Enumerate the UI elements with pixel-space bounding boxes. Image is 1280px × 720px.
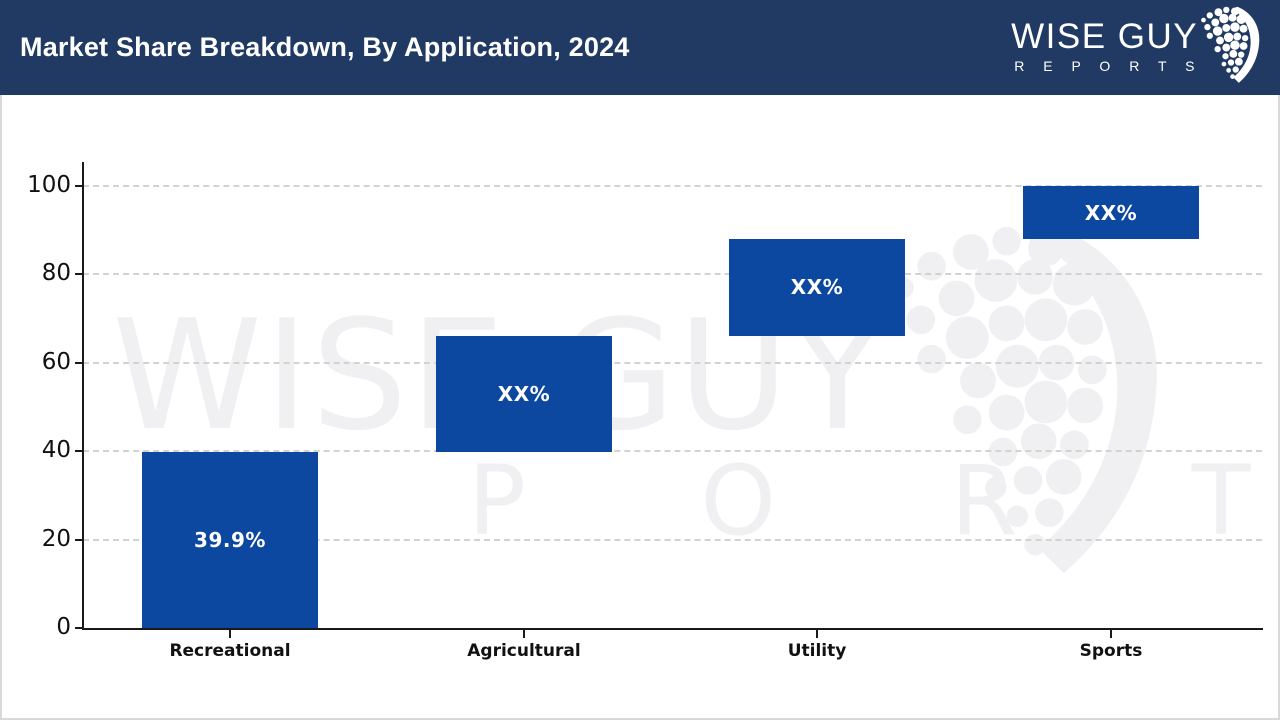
y-tick-mark [75, 627, 83, 629]
x-tick-mark [816, 630, 818, 638]
logo-head-icon [1198, 6, 1264, 86]
y-tick-label: 20 [41, 525, 71, 552]
y-tick-mark [75, 361, 83, 364]
x-category-label: Agricultural [467, 641, 581, 661]
y-axis-line [82, 162, 84, 630]
header-bar: Market Share Breakdown, By Application, … [0, 0, 1280, 95]
bar-utility: XX% [729, 239, 905, 336]
chart-title: Market Share Breakdown, By Application, … [20, 32, 630, 62]
bar-value-label: XX% [790, 275, 844, 300]
gridline-100 [83, 185, 1262, 187]
bar-value-label: XX% [1084, 200, 1138, 225]
gridline-60 [83, 361, 1262, 364]
y-tick-mark [75, 450, 83, 453]
y-tick-mark [75, 538, 83, 541]
logo-subtitle: R E P O R T S [1014, 58, 1202, 74]
bar-recreational: 39.9% [142, 451, 318, 628]
x-tick-mark [1110, 630, 1112, 638]
logo-wordmark: WISE GUY [1011, 17, 1199, 56]
chart-plot-area: WISE GUY P O R T S 02040608010039.9%Recr… [0, 95, 1280, 720]
watermark-subtitle: P O R T S [468, 445, 1280, 557]
y-tick-mark [75, 185, 83, 187]
x-category-label: Utility [787, 641, 847, 661]
x-tick-mark [229, 630, 231, 638]
y-tick-label: 40 [41, 437, 71, 464]
bar-value-label: 39.9% [194, 527, 266, 552]
x-category-label: Sports [1079, 641, 1143, 661]
wise-guy-logo: WISE GUY R E P O R T S [1007, 6, 1264, 86]
y-tick-label: 0 [56, 614, 71, 640]
watermark-head-icon [878, 223, 1178, 588]
gridline-20 [83, 538, 1262, 541]
y-tick-mark [75, 273, 83, 276]
y-tick-label: 80 [41, 260, 71, 287]
y-tick-label: 60 [41, 348, 71, 375]
x-tick-mark [523, 630, 525, 638]
y-tick-label: 100 [27, 172, 71, 198]
bar-agricultural: XX% [436, 335, 612, 452]
bar-sports: XX% [1023, 186, 1199, 240]
logo-text: WISE GUY R E P O R T S [1007, 17, 1202, 75]
x-category-label: Recreational [169, 641, 291, 661]
bar-value-label: XX% [497, 381, 551, 406]
x-axis-line [82, 628, 1263, 630]
gridline-40 [83, 450, 1262, 453]
gridline-80 [83, 273, 1262, 276]
